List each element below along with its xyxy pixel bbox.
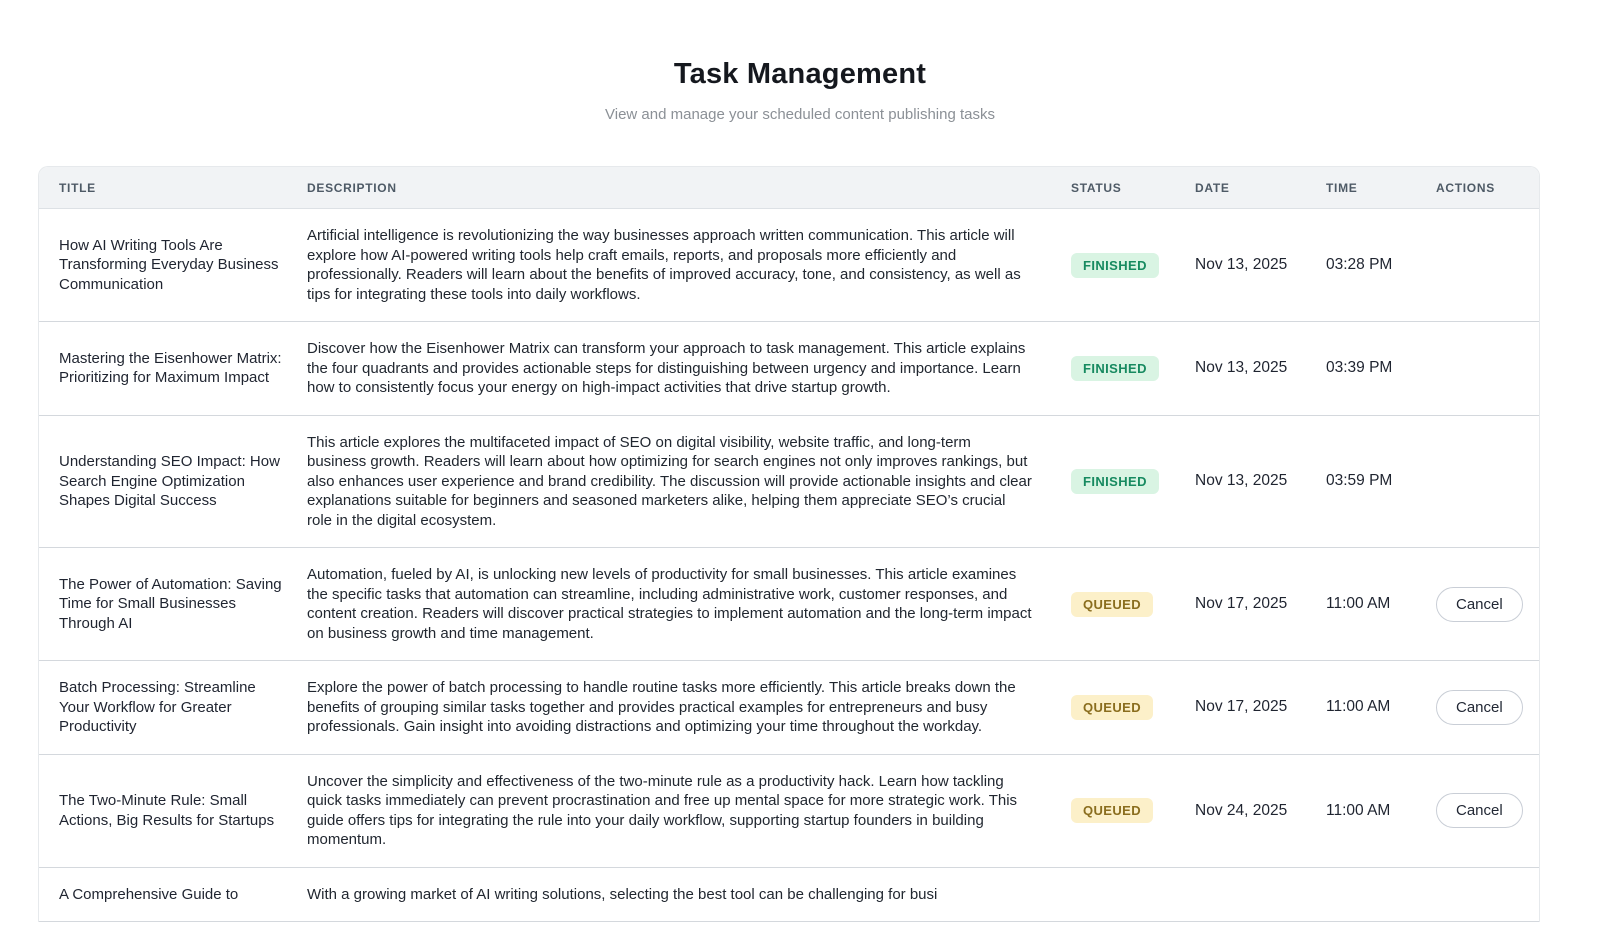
task-title: How AI Writing Tools Are Transforming Ev… [59, 236, 279, 293]
task-date: Nov 13, 2025 [1195, 359, 1288, 377]
task-description: Uncover the simplicity and effectiveness… [307, 772, 1018, 849]
task-time: 03:28 PM [1326, 256, 1393, 273]
task-date: Nov 24, 2025 [1195, 801, 1288, 819]
task-title: Mastering the Eisenhower Matrix: Priorit… [59, 349, 282, 387]
task-description: Discover how the Eisenhower Matrix can t… [307, 340, 1026, 396]
cancel-button[interactable]: Cancel [1436, 586, 1523, 622]
table-row: The Two-Minute Rule: Small Actions, Big … [39, 755, 1539, 868]
column-header-date: DATE [1195, 180, 1230, 195]
task-description: With a growing market of AI writing solu… [307, 885, 938, 903]
task-title: The Power of Automation: Saving Time for… [59, 575, 282, 632]
task-title: Understanding SEO Impact: How Search Eng… [59, 453, 280, 509]
table-row: A Comprehensive Guide to With a growing … [39, 868, 1539, 922]
task-date: Nov 13, 2025 [1195, 472, 1288, 490]
task-description: Explore the power of batch processing to… [307, 679, 1016, 735]
status-badge: FINISHED [1071, 355, 1159, 381]
status-badge: QUEUED [1071, 798, 1154, 823]
task-date: Nov 17, 2025 [1195, 595, 1288, 612]
task-time: 11:00 AM [1326, 801, 1391, 819]
column-header-title: TITLE [59, 180, 96, 195]
tasks-table: TITLE DESCRIPTION STATUS DATE TIME ACTIO… [38, 166, 1540, 922]
table-row: The Power of Automation: Saving Time for… [39, 548, 1539, 661]
task-title: The Two-Minute Rule: Small Actions, Big … [59, 792, 275, 829]
task-time: 11:00 AM [1326, 698, 1391, 716]
table-row: Batch Processing: Streamline Your Workfl… [39, 661, 1539, 755]
cancel-button[interactable]: Cancel [1436, 689, 1523, 725]
task-description: This article explores the multifaceted i… [307, 433, 1032, 529]
status-badge: QUEUED [1071, 694, 1154, 720]
table-row: Understanding SEO Impact: How Search Eng… [39, 416, 1539, 548]
table-row: Mastering the Eisenhower Matrix: Priorit… [39, 322, 1539, 416]
status-badge: FINISHED [1071, 252, 1159, 278]
task-time: 03:59 PM [1326, 472, 1393, 490]
task-date: Nov 13, 2025 [1195, 256, 1288, 273]
column-header-time: TIME [1326, 180, 1358, 195]
task-date: Nov 17, 2025 [1195, 698, 1288, 716]
column-header-description: DESCRIPTION [307, 180, 397, 195]
column-header-actions: ACTIONS [1436, 180, 1495, 195]
column-header-status: STATUS [1071, 180, 1122, 195]
cancel-button[interactable]: Cancel [1436, 793, 1523, 828]
page-subtitle: View and manage your scheduled content p… [605, 106, 995, 123]
task-time: 03:39 PM [1326, 359, 1393, 377]
status-badge: QUEUED [1071, 591, 1154, 617]
task-time: 11:00 AM [1326, 595, 1391, 612]
task-description: Automation, fueled by AI, is unlocking n… [307, 566, 1032, 642]
table-header-row: TITLE DESCRIPTION STATUS DATE TIME ACTIO… [39, 167, 1539, 209]
page-header: Task Management View and manage your sch… [0, 0, 1600, 123]
task-title: Batch Processing: Streamline Your Workfl… [59, 679, 256, 735]
task-description: Artificial intelligence is revolutionizi… [307, 227, 1021, 303]
task-title: A Comprehensive Guide to [59, 885, 239, 903]
table-row: How AI Writing Tools Are Transforming Ev… [39, 209, 1539, 322]
page-title: Task Management [673, 58, 927, 90]
status-badge: FINISHED [1071, 468, 1159, 494]
